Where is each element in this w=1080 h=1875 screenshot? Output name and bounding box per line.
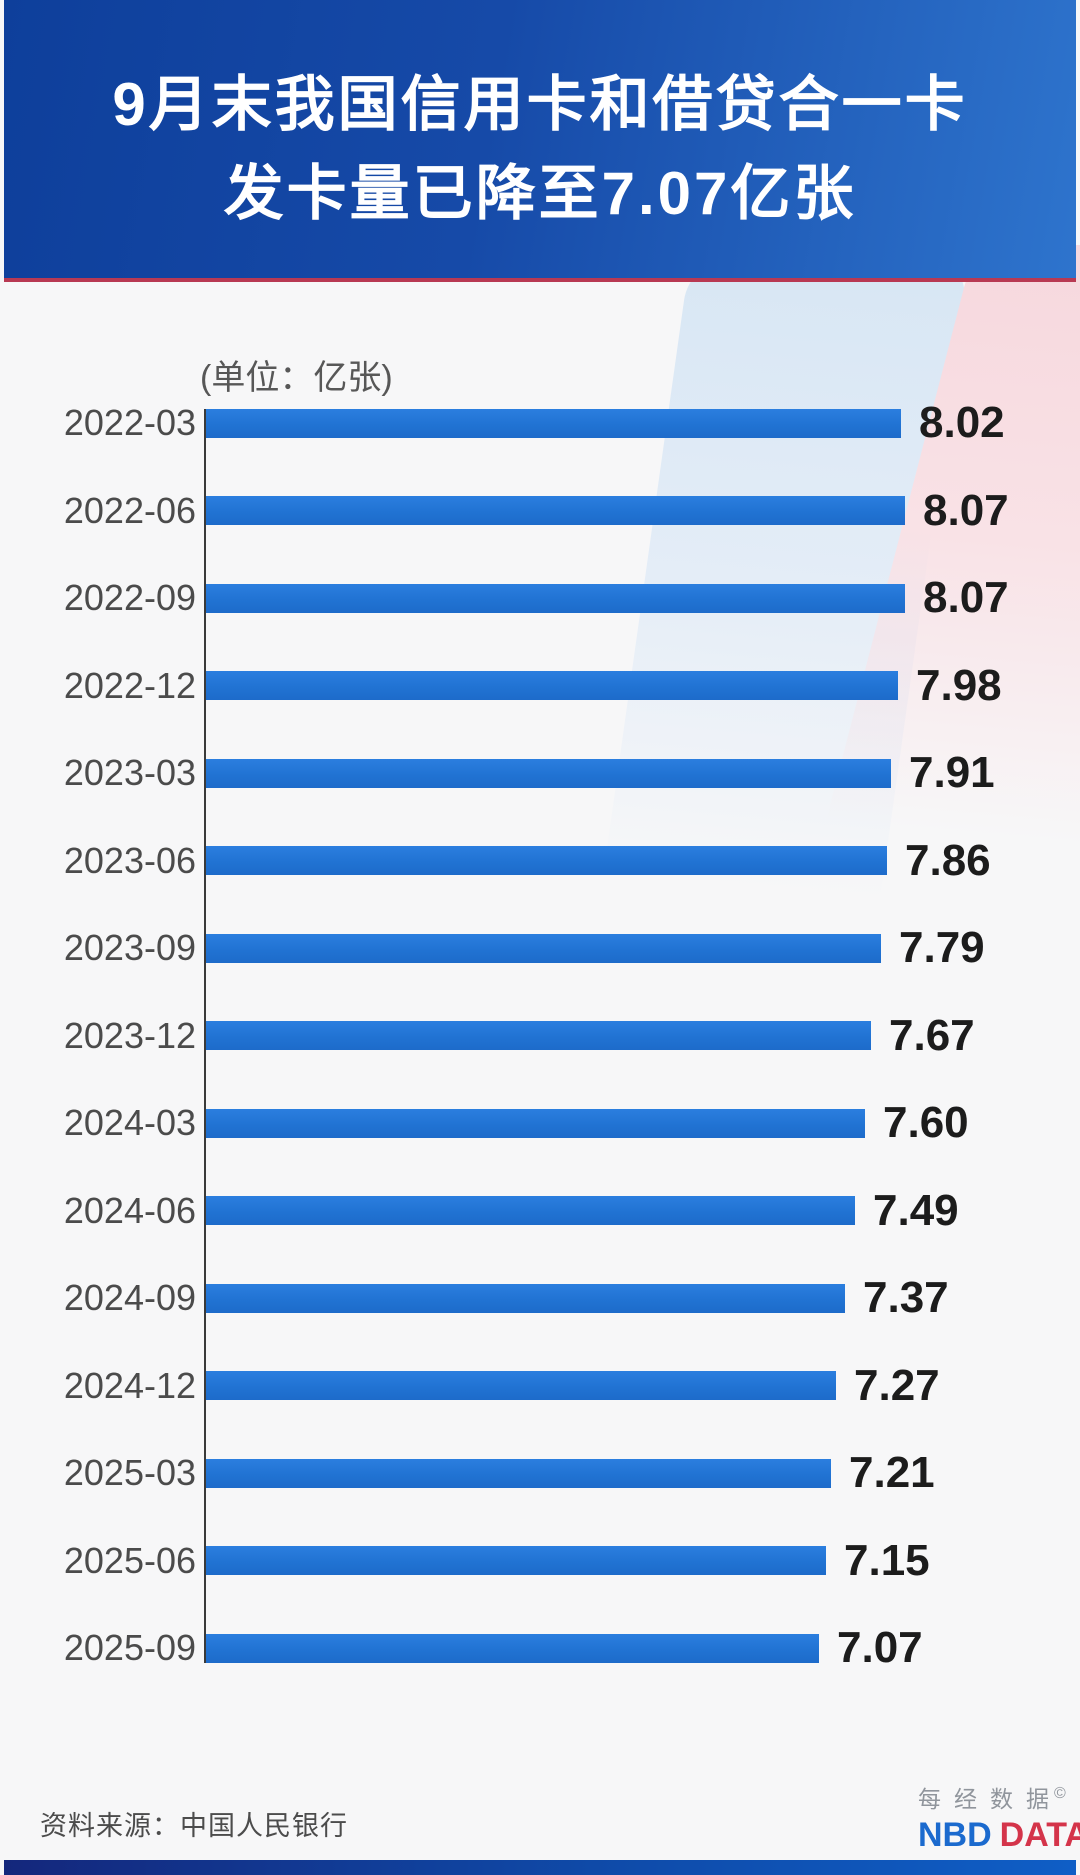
- page-title: 9月末我国信用卡和借贷合一卡 发卡量已降至7.07亿张: [4, 60, 1076, 238]
- bar-track: 7.27: [206, 1361, 940, 1411]
- category-label: 2025-09: [63, 1627, 196, 1668]
- bar-track: 8.07: [206, 486, 1009, 536]
- bar: [206, 1108, 865, 1138]
- value-label: 7.67: [889, 1010, 975, 1060]
- nbd-logo-chinese-text: 每经数据: [918, 1786, 1062, 1812]
- value-label: 7.07: [837, 1623, 923, 1672]
- y-axis-line: [204, 409, 206, 1663]
- value-label: 7.37: [863, 1273, 949, 1322]
- bar: [206, 496, 905, 525]
- value-label: 8.07: [923, 485, 1009, 535]
- value-label: 8.02: [919, 398, 1005, 447]
- category-label: 2023-03: [63, 752, 196, 793]
- category-label: 2023-09: [63, 927, 196, 968]
- value-label: 7.91: [909, 748, 995, 797]
- bottom-gradient-strip: [4, 1860, 1076, 1875]
- bar: [206, 758, 891, 788]
- bar-track: 7.86: [206, 836, 991, 886]
- category-label: 2024-09: [63, 1277, 196, 1318]
- value-label: 7.86: [905, 835, 991, 885]
- page-title-line1: 9月末我国信用卡和借贷合一卡: [112, 71, 968, 138]
- bar: [206, 1546, 826, 1575]
- bar: [206, 583, 905, 613]
- bar: [206, 671, 898, 700]
- chart-row: 2024-12 7.27: [0, 1342, 1080, 1430]
- category-label: 2022-12: [63, 664, 196, 706]
- bar-track: 7.21: [206, 1448, 935, 1498]
- chart-row: 2023-03 7.91: [0, 729, 1080, 817]
- chart-row: 2024-06 7.49: [0, 1167, 1080, 1255]
- header-banner: 9月末我国信用卡和借贷合一卡 发卡量已降至7.07亿张: [4, 0, 1076, 278]
- chart-row: 2023-06 7.86: [0, 817, 1080, 905]
- category-label: 2024-06: [63, 1189, 196, 1231]
- bar-track: 7.07: [206, 1623, 923, 1673]
- bar-track: 7.60: [206, 1098, 969, 1148]
- bar: [206, 1196, 855, 1225]
- bar-track: 7.49: [206, 1186, 959, 1236]
- bar: [206, 1371, 836, 1400]
- nbd-logo: 每经数据© NBD DATA: [918, 1780, 1080, 1855]
- bar-track: 7.37: [206, 1273, 949, 1323]
- value-label: 7.98: [916, 660, 1002, 710]
- data-source-note: 资料来源：中国人民银行: [40, 1811, 348, 1841]
- chart-row: 2022-03 8.02: [0, 379, 1080, 467]
- bar: [206, 1458, 831, 1488]
- value-label: 7.27: [854, 1360, 940, 1410]
- nbd-logo-nbd-text: NBD: [918, 1816, 992, 1854]
- bar-track: 7.98: [206, 661, 1002, 711]
- chart-row: 2025-06 7.15: [0, 1517, 1080, 1605]
- bar: [206, 933, 881, 963]
- page-title-line2: 发卡量已降至7.07亿张: [223, 160, 857, 227]
- value-label: 7.21: [849, 1448, 935, 1497]
- bar: [206, 408, 901, 438]
- nbd-logo-data-text: DATA: [999, 1816, 1080, 1854]
- chart-row: 2022-12 7.98: [0, 642, 1080, 730]
- category-label: 2023-12: [63, 1014, 196, 1056]
- bar-track: 8.07: [206, 573, 1009, 623]
- category-label: 2024-12: [63, 1364, 196, 1406]
- copyright-mark: ©: [1054, 1785, 1066, 1802]
- bar-track: 7.15: [206, 1536, 930, 1586]
- bar-track: 7.91: [206, 748, 995, 798]
- nbd-logo-english: NBD DATA: [918, 1816, 1080, 1855]
- chart-row: 2023-09 7.79: [0, 904, 1080, 992]
- chart-row: 2025-03 7.21: [0, 1429, 1080, 1517]
- category-label: 2025-06: [63, 1539, 196, 1581]
- bar-track: 7.79: [206, 923, 985, 973]
- nbd-logo-chinese: 每经数据©: [918, 1780, 1080, 1814]
- bar-track: 7.67: [206, 1011, 975, 1061]
- bar-track: 8.02: [206, 398, 1005, 448]
- category-label: 2022-06: [63, 489, 196, 531]
- chart-row: 2025-09 7.07: [0, 1604, 1080, 1692]
- unit-label: (单位：亿张): [200, 359, 393, 397]
- category-label: 2024-03: [63, 1102, 196, 1143]
- chart-row: 2024-09 7.37: [0, 1254, 1080, 1342]
- category-label: 2022-09: [63, 577, 196, 618]
- value-label: 7.60: [883, 1098, 969, 1147]
- bar: [206, 846, 887, 875]
- value-label: 7.49: [873, 1185, 959, 1235]
- value-label: 7.15: [844, 1535, 930, 1585]
- category-label: 2023-06: [63, 839, 196, 881]
- header-red-underline: [4, 278, 1076, 282]
- chart-row: 2022-06 8.07: [0, 467, 1080, 555]
- chart-row: 2022-09 8.07: [0, 554, 1080, 642]
- bar: [206, 1633, 819, 1663]
- bar: [206, 1021, 871, 1050]
- category-label: 2025-03: [63, 1452, 196, 1493]
- value-label: 8.07: [923, 573, 1009, 622]
- category-label: 2022-03: [63, 402, 196, 443]
- chart-row: 2024-03 7.60: [0, 1079, 1080, 1167]
- bar: [206, 1283, 845, 1313]
- value-label: 7.79: [899, 923, 985, 972]
- chart-row: 2023-12 7.67: [0, 992, 1080, 1080]
